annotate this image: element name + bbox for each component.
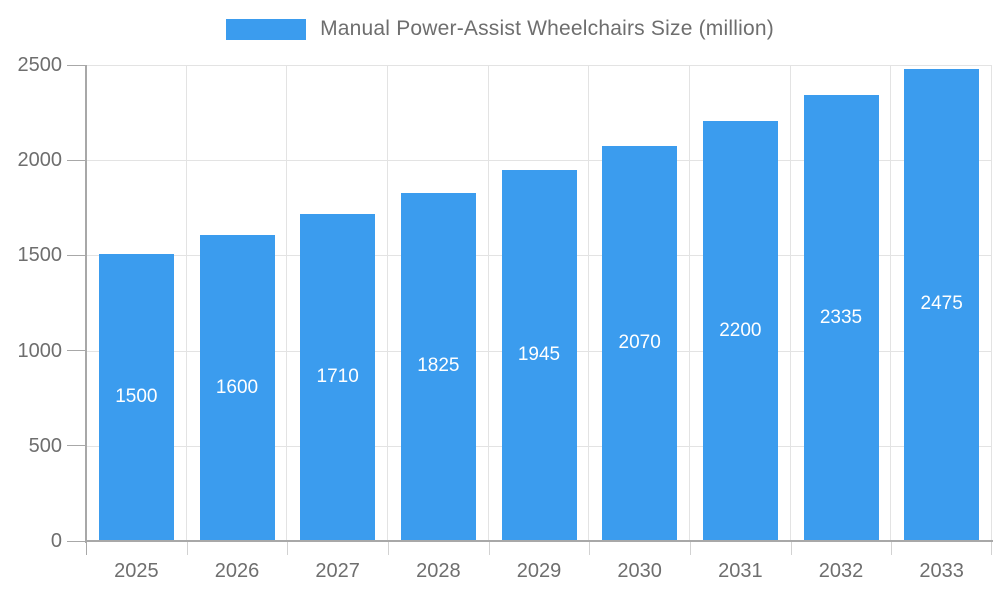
gridline-horizontal: [86, 65, 992, 66]
bar-2031[interactable]: 2200: [702, 121, 778, 540]
legend[interactable]: Manual Power-Assist Wheelchairs Size (mi…: [0, 17, 1000, 41]
gridline-vertical: [487, 65, 489, 541]
y-axis-line: [85, 65, 87, 543]
y-axis-tick: [67, 254, 85, 256]
x-axis-tick: [790, 542, 792, 555]
y-axis-tick-label: 2500: [17, 54, 63, 76]
bar-2027[interactable]: 1710: [300, 214, 376, 540]
x-axis-tick: [186, 542, 188, 555]
legend-swatch[interactable]: [226, 18, 307, 40]
x-axis-tick: [690, 542, 691, 555]
y-axis-tick: [67, 159, 85, 161]
x-axis-tick-label: 2031: [718, 560, 763, 582]
bar-value-label: 1945: [517, 343, 561, 365]
bar-value-label: 2475: [920, 293, 963, 315]
y-axis-tick: [67, 64, 85, 66]
gridline-vertical: [588, 65, 590, 541]
y-axis-tick-label: 1500: [17, 244, 63, 267]
x-axis-tick-label: 2032: [818, 560, 864, 582]
x-axis-tick: [991, 542, 992, 555]
x-axis-tick-label: 2029: [516, 560, 562, 582]
y-axis-tick-label: 1000: [17, 339, 63, 362]
gridline-vertical: [991, 65, 992, 541]
bar-value-label: 2200: [719, 319, 762, 341]
x-axis-tick-label: 2028: [416, 560, 461, 582]
bar-value-label: 1600: [215, 376, 259, 398]
gridline-vertical: [890, 65, 892, 541]
y-axis-tick-label: 0: [50, 530, 62, 552]
x-axis-tick-label: 2030: [617, 560, 662, 582]
bar-value-label: 2335: [819, 306, 863, 328]
y-axis-tick-label: 2000: [17, 149, 63, 172]
x-axis-tick: [287, 542, 289, 555]
legend-label[interactable]: Manual Power-Assist Wheelchairs Size (mi…: [320, 17, 774, 40]
x-axis-tick-label: 2033: [919, 560, 964, 582]
bar-2030[interactable]: 2070: [602, 145, 678, 540]
bar-2025[interactable]: 1500: [98, 254, 174, 540]
x-axis-tick: [891, 542, 893, 555]
y-axis-tick: [67, 540, 85, 542]
x-axis-tick-label: 2027: [315, 560, 360, 582]
bar-value-label: 1500: [115, 386, 158, 408]
bar-value-label: 1710: [316, 366, 359, 388]
gridline-horizontal: [86, 160, 992, 162]
y-axis-tick-label: 500: [28, 434, 62, 457]
x-axis-tick-label: 2026: [214, 560, 260, 582]
bar-2028[interactable]: 1825: [400, 192, 476, 540]
gridline-vertical: [689, 65, 690, 541]
gridline-vertical: [789, 65, 791, 541]
bar-value-label: 2070: [618, 331, 661, 353]
x-axis-tick: [589, 542, 591, 555]
bar-2026[interactable]: 1600: [199, 235, 275, 540]
y-axis-tick: [67, 350, 85, 352]
bar-value-label: 1825: [417, 355, 460, 377]
bar-2029[interactable]: 1945: [501, 169, 577, 540]
gridline-vertical: [387, 65, 388, 541]
x-axis-tick: [488, 542, 490, 555]
gridline-vertical: [286, 65, 288, 541]
x-axis-tick: [388, 542, 389, 555]
x-axis-tick: [86, 542, 87, 555]
y-axis-tick: [67, 445, 85, 447]
x-axis-line: [85, 540, 993, 542]
bar-2033[interactable]: 2475: [904, 68, 980, 540]
bar-2032[interactable]: 2335: [803, 95, 879, 540]
plot-area: 0 500 1000 1500 2000 2500 2025 2026 2027 2028 2029…: [18, 54, 993, 582]
gridline-vertical: [185, 65, 187, 541]
x-axis-tick-label: 2025: [114, 560, 159, 582]
